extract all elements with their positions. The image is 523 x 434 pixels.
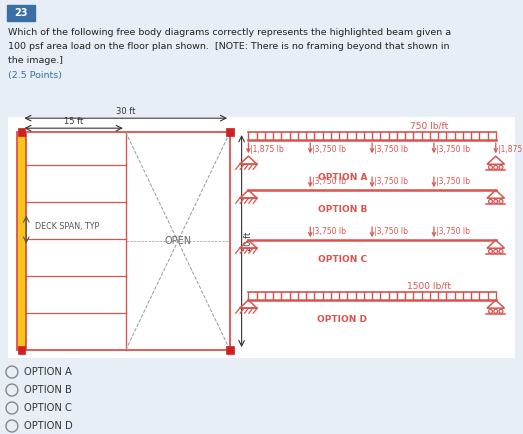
Bar — [21, 132, 230, 350]
Text: |3,750 lb: |3,750 lb — [374, 227, 408, 236]
Text: OPTION B: OPTION B — [317, 205, 367, 214]
Text: OPTION A: OPTION A — [317, 173, 367, 182]
Bar — [17, 132, 26, 350]
Text: |3,750 lb: |3,750 lb — [436, 145, 470, 154]
Text: (2.5 Points): (2.5 Points) — [8, 71, 62, 80]
Text: DECK SPAN, TYP: DECK SPAN, TYP — [35, 222, 99, 231]
Bar — [7, 5, 35, 21]
Bar — [18, 128, 25, 136]
Text: 20 ft: 20 ft — [244, 231, 253, 251]
Text: OPTION C: OPTION C — [24, 403, 72, 413]
Bar — [18, 346, 25, 354]
Text: Which of the following free body diagrams correctly represents the highlighted b: Which of the following free body diagram… — [8, 28, 451, 37]
Text: OPTION B: OPTION B — [24, 385, 72, 395]
Text: |1,875 lb: |1,875 lb — [498, 145, 523, 154]
Text: |3,750 lb: |3,750 lb — [436, 177, 470, 186]
Bar — [226, 346, 234, 354]
Text: the image.]: the image.] — [8, 56, 63, 65]
Text: |3,750 lb: |3,750 lb — [436, 227, 470, 236]
Text: OPTION C: OPTION C — [318, 255, 367, 264]
Text: |3,750 lb: |3,750 lb — [312, 227, 346, 236]
Text: OPEN: OPEN — [164, 236, 191, 246]
Text: |3,750 lb: |3,750 lb — [312, 177, 346, 186]
Text: 1500 lb/ft: 1500 lb/ft — [407, 281, 451, 290]
Text: |3,750 lb: |3,750 lb — [374, 177, 408, 186]
Text: |3,750 lb: |3,750 lb — [374, 145, 408, 154]
Text: 30 ft: 30 ft — [116, 107, 135, 116]
Text: |3,750 lb: |3,750 lb — [312, 145, 346, 154]
Bar — [226, 128, 234, 136]
Text: |1,875 lb: |1,875 lb — [251, 145, 284, 154]
Text: OPTION A: OPTION A — [24, 367, 72, 377]
Text: 750 lb/ft: 750 lb/ft — [410, 121, 448, 130]
Text: 15 ft: 15 ft — [64, 117, 83, 126]
Text: 23: 23 — [14, 8, 28, 18]
Text: OPTION D: OPTION D — [317, 315, 367, 324]
Text: OPTION D: OPTION D — [24, 421, 73, 431]
Text: 100 psf area load on the floor plan shown.  [NOTE: There is no framing beyond th: 100 psf area load on the floor plan show… — [8, 42, 449, 51]
